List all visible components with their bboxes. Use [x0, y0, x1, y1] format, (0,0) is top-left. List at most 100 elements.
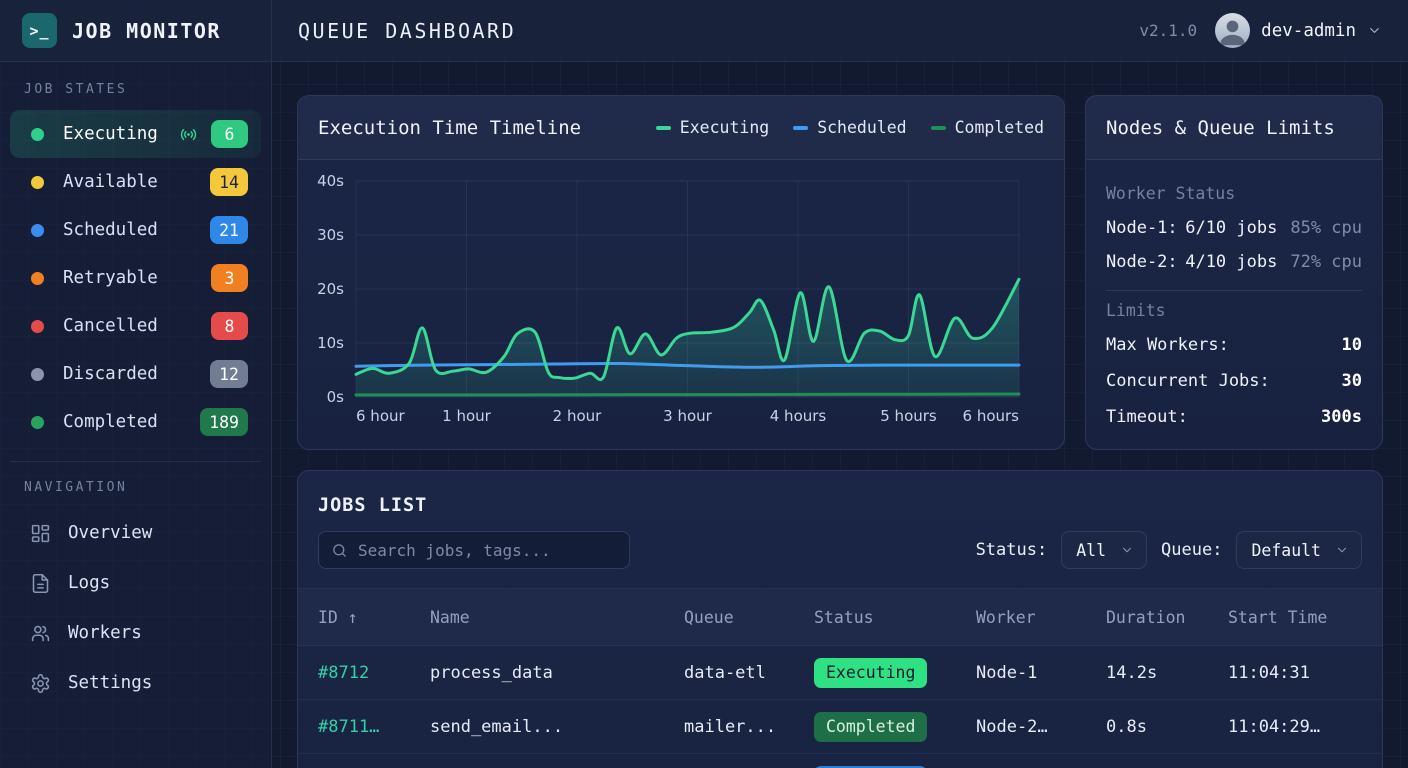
- worker-jobs: 6/10 jobs: [1185, 218, 1278, 238]
- legend-label: Executing: [679, 118, 770, 137]
- svg-text:3 hour: 3 hour: [663, 407, 713, 425]
- column-header[interactable]: Duration: [1106, 607, 1186, 627]
- sidebar-state-item[interactable]: Scheduled 21: [10, 206, 261, 254]
- limit-value: 10: [1341, 335, 1362, 355]
- job-name: send_email...: [430, 716, 564, 737]
- limit-label: Max Workers:: [1106, 335, 1229, 355]
- column-header[interactable]: Start Time: [1228, 607, 1328, 627]
- sidebar-nav-item[interactable]: Overview: [10, 508, 261, 558]
- nodes-panel: Nodes & Queue Limits Worker Status Node-…: [1085, 95, 1383, 450]
- terminal-icon: >_: [22, 13, 57, 48]
- limit-label: Timeout:: [1106, 407, 1188, 427]
- nav-list: Overview Logs Workers Settings: [10, 508, 261, 708]
- legend-swatch: [793, 125, 809, 130]
- jobs-list-title: JOBS LIST: [318, 495, 428, 516]
- column-header[interactable]: Worker: [976, 607, 1036, 627]
- sidebar-nav-item[interactable]: Logs: [10, 558, 261, 608]
- column-header[interactable]: Name: [430, 607, 470, 627]
- svg-text:6 hours: 6 hours: [963, 407, 1020, 425]
- state-dot: [31, 271, 44, 285]
- nav-label: Logs: [68, 573, 111, 593]
- chevron-down-icon: [1120, 543, 1134, 557]
- search-box[interactable]: [318, 531, 630, 569]
- svg-text:30s: 30s: [317, 226, 344, 244]
- queue-filter-label: Queue:: [1161, 540, 1223, 560]
- timeline-panel: Execution Time Timeline Executing Schedu…: [297, 95, 1065, 450]
- user-menu[interactable]: dev-admin: [1215, 13, 1382, 48]
- column-header[interactable]: ID ↑: [318, 607, 358, 627]
- sidebar-state-item[interactable]: Retryable 3: [10, 254, 261, 302]
- legend-item[interactable]: Executing: [655, 118, 770, 137]
- sidebar-nav-item[interactable]: Workers: [10, 608, 261, 658]
- limit-row: Concurrent Jobs: 30: [1106, 371, 1362, 391]
- sidebar-state-item[interactable]: Discarded 12: [10, 350, 261, 398]
- column-header[interactable]: Status: [814, 607, 874, 627]
- worker-name: Node-2:: [1106, 252, 1178, 272]
- sidebar-state-item[interactable]: Executing 6: [10, 110, 261, 158]
- state-count-badge: 3: [211, 264, 248, 292]
- filters: Status: All Queue: Default: [976, 531, 1362, 569]
- queue-filter-select[interactable]: Default: [1236, 531, 1362, 569]
- brand: >_ JOB MONITOR: [0, 0, 272, 61]
- svg-text:1 hour: 1 hour: [442, 407, 492, 425]
- table-header: ID ↑ Name Queue Status Worker Duration Start T…: [298, 588, 1382, 646]
- column-header[interactable]: Queue: [684, 607, 734, 627]
- worker-status-row: Node-1: 6/10 jobs 85% cpu: [1106, 218, 1362, 238]
- sidebar-state-item[interactable]: Available 14: [10, 158, 261, 206]
- worker-name: Node-1:: [1106, 218, 1178, 238]
- legend-swatch: [930, 125, 946, 130]
- legend-item[interactable]: Scheduled: [793, 118, 907, 137]
- sidebar-state-item[interactable]: Cancelled 8: [10, 302, 261, 350]
- jobs-panel: JOBS LIST Status: All Queue: Default: [297, 470, 1383, 768]
- chevron-down-icon: [1335, 543, 1349, 557]
- sidebar-nav-item[interactable]: Settings: [10, 658, 261, 708]
- status-filter-label: Status:: [975, 540, 1048, 560]
- state-count-badge: 189: [200, 408, 248, 436]
- table-row[interactable]: #8712 process_data data-etl Executing No…: [298, 646, 1382, 700]
- sidebar-state-item[interactable]: Completed 189: [10, 398, 261, 446]
- worker-status-list: Node-1: 6/10 jobs 85% cpu Node-2: 4/10 j…: [1106, 218, 1362, 272]
- limits-heading: Limits: [1106, 301, 1166, 320]
- main-content: Execution Time Timeline Executing Schedu…: [272, 62, 1408, 768]
- job-name: process_data: [430, 662, 553, 683]
- svg-text:6 hour: 6 hour: [356, 407, 406, 425]
- dashboard-icon: [30, 523, 51, 544]
- worker-status-heading: Worker Status: [1106, 184, 1236, 203]
- state-label: Discarded: [63, 364, 158, 384]
- state-count-badge: 12: [210, 360, 248, 388]
- status-badge: Executing: [814, 657, 928, 688]
- job-worker: Node-2…: [976, 716, 1048, 737]
- svg-text:4 hours: 4 hours: [770, 407, 827, 425]
- state-label: Executing: [63, 124, 158, 144]
- version-label: v2.1.0: [1139, 21, 1198, 40]
- limit-label: Concurrent Jobs:: [1106, 371, 1270, 391]
- job-id-link[interactable]: #8712: [318, 662, 370, 683]
- workers-icon: [30, 623, 51, 644]
- legend-item[interactable]: Completed: [930, 118, 1044, 137]
- avatar[interactable]: [1215, 13, 1251, 48]
- table-row[interactable]: #8710 process_data mailer Scheduled Node…: [298, 754, 1382, 768]
- job-duration: 14.2s: [1106, 662, 1158, 683]
- queue-filter-value: Default: [1251, 540, 1321, 560]
- status-badge: Scheduled: [814, 765, 928, 768]
- legend-label: Completed: [954, 118, 1044, 137]
- status-filter-select[interactable]: All: [1061, 531, 1148, 569]
- top-header: >_ JOB MONITOR QUEUE DASHBOARD v2.1.0 de…: [0, 0, 1408, 62]
- search-icon: [331, 542, 348, 559]
- search-input[interactable]: [358, 540, 617, 560]
- state-count-badge: 21: [210, 216, 248, 244]
- job-states-heading: JOB STATES: [24, 82, 128, 97]
- state-dot: [31, 415, 44, 429]
- job-duration: 0.8s: [1106, 716, 1147, 737]
- state-dot: [31, 367, 44, 381]
- state-label: Available: [63, 172, 158, 192]
- svg-text:2 hour: 2 hour: [553, 407, 603, 425]
- app-title: JOB MONITOR: [72, 18, 221, 43]
- svg-text:40s: 40s: [317, 172, 344, 190]
- state-dot: [31, 319, 44, 333]
- divider: [1106, 290, 1362, 291]
- table-row[interactable]: #8711… send_email... mailer... Completed…: [298, 700, 1382, 754]
- svg-text:10s: 10s: [317, 334, 344, 352]
- user-name: dev-admin: [1261, 20, 1356, 41]
- job-id-link[interactable]: #8711…: [318, 716, 380, 737]
